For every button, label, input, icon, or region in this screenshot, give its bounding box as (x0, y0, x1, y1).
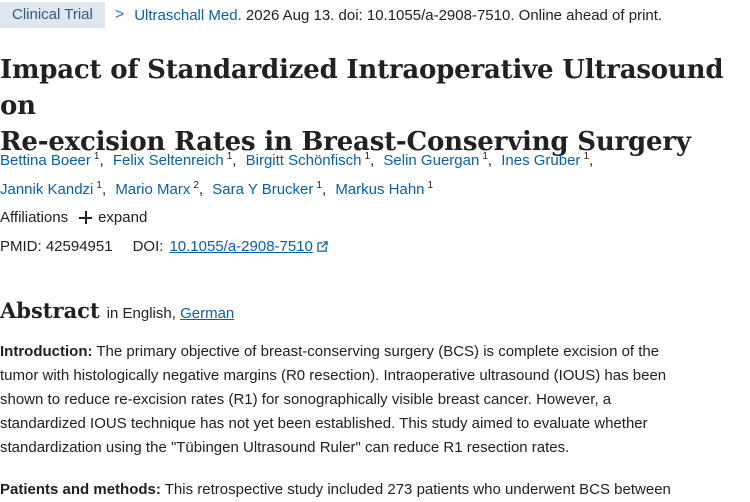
abstract-language: in English, German (106, 305, 235, 322)
article-title: Impact of Standardized Intraoperative Ul… (0, 52, 750, 160)
methods-label: Patients and methods: (0, 481, 161, 498)
author-link[interactable]: Markus Hahn 1 (335, 180, 434, 198)
external-link-icon (317, 241, 328, 252)
author-link[interactable]: Sara Y Brucker 1 (212, 180, 322, 198)
affiliations-label: Affiliations (0, 209, 69, 226)
german-link[interactable]: German (180, 305, 235, 322)
author-link[interactable]: Felix Seltenreich 1 (112, 151, 233, 169)
pmid-value: 42594951 (45, 238, 113, 255)
abstract-introduction: Introduction: The primary objective of b… (0, 343, 667, 456)
citation-line: Ultraschall Med. 2026 Aug 13. doi: 10.10… (134, 7, 662, 24)
doi-label: DOI: (132, 238, 164, 255)
affiliations-toggle[interactable]: Affiliations expand (0, 209, 147, 226)
top-bar: Clinical Trial > Ultraschall Med. 2026 A… (0, 0, 662, 30)
author-link[interactable]: Ines Gruber 1 (501, 151, 589, 169)
author-link[interactable]: Selin Guergan 1 (383, 151, 488, 169)
citation-text: 2026 Aug 13. doi: 10.1055/a-2908-7510. O… (245, 6, 663, 24)
abstract-title: Abstract (0, 298, 100, 323)
doi-link[interactable]: 10.1055/a-2908-7510 (169, 238, 328, 255)
journal-link[interactable]: Ultraschall Med. (134, 6, 242, 24)
chevron-right-icon: > (114, 6, 125, 23)
author-link[interactable]: Jannik Kandzi 1 (0, 180, 102, 198)
title-line-2: Re-excision Rates in Breast-Conserving S… (0, 127, 691, 157)
abstract-methods: Patients and methods: This retrospective… (0, 481, 671, 498)
abstract-heading: Abstract in English, German (0, 298, 234, 323)
author-list: Bettina Boeer 1, Felix Seltenreich 1, Birg… (0, 151, 594, 198)
identifiers: PMID: 42594951 DOI: 10.1055/a-2908-7510 (0, 238, 328, 255)
expand-label[interactable]: expand (98, 209, 148, 226)
plus-icon (79, 211, 93, 224)
author-link[interactable]: Bettina Boeer 1 (0, 151, 100, 169)
author-link[interactable]: Birgitt Schönfisch 1 (245, 151, 371, 169)
author-link[interactable]: Mario Marx 2 (115, 180, 199, 198)
pmid-label: PMID: (0, 238, 42, 255)
title-line-1: Impact of Standardized Intraoperative Ul… (0, 55, 724, 121)
publication-type-badge[interactable]: Clinical Trial (0, 2, 105, 28)
introduction-label: Introduction: (0, 343, 93, 360)
